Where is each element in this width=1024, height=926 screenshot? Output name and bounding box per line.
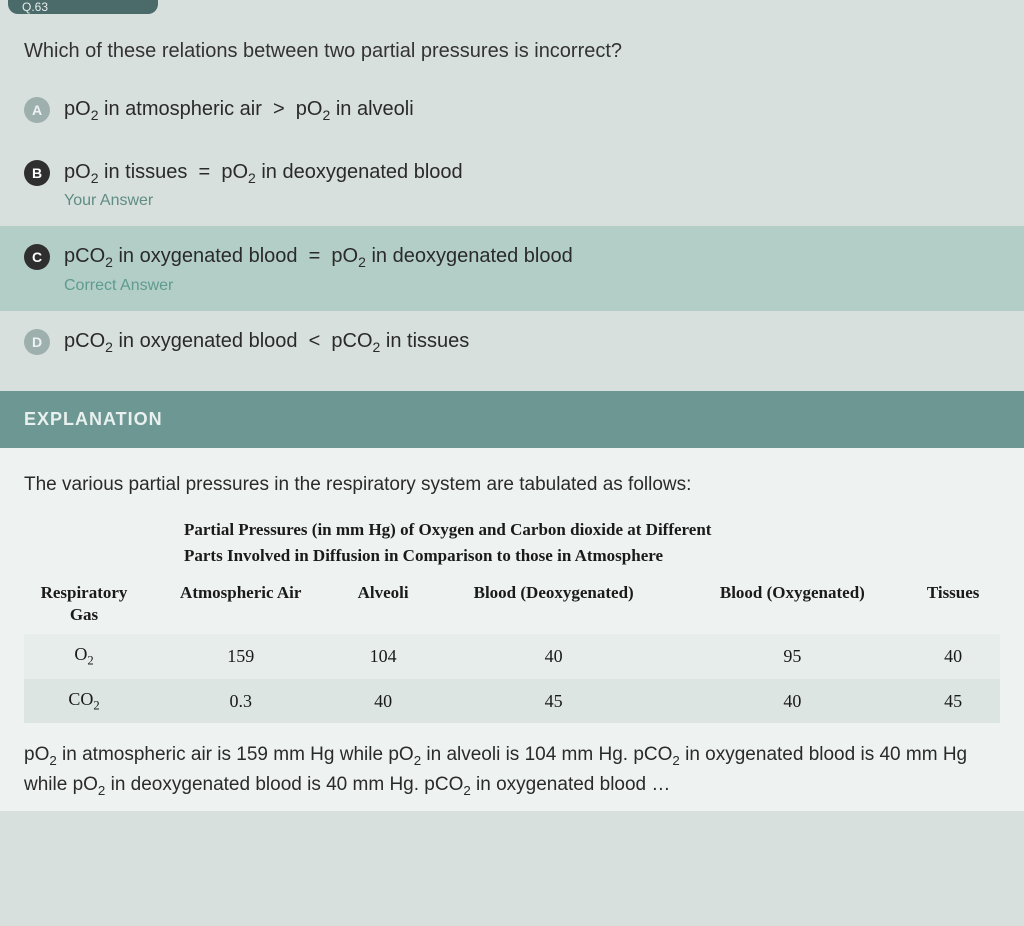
col-oxy: Blood (Oxygenated)	[678, 574, 906, 634]
table-row: CO2 0.3 40 45 40 45	[24, 679, 1000, 724]
cell: 159	[144, 634, 337, 679]
question-number-pill: Q.63	[8, 0, 158, 14]
col-alveoli: Alveoli	[337, 574, 428, 634]
cell: 104	[337, 634, 428, 679]
cell: 0.3	[144, 679, 337, 724]
table-header-row: Respiratory Gas Atmospheric Air Alveoli …	[24, 574, 1000, 634]
cell: 40	[429, 634, 679, 679]
cell: 40	[678, 679, 906, 724]
correct-answer-label: Correct Answer	[64, 277, 1000, 295]
explanation-header: EXPLANATION	[0, 391, 1024, 448]
option-c[interactable]: C pCO2 in oxygenated blood = pO2 in deox…	[0, 226, 1024, 311]
question-text: Which of these relations between two par…	[0, 14, 1024, 79]
your-answer-label: Your Answer	[64, 192, 1000, 210]
partial-pressures-table: Respiratory Gas Atmospheric Air Alveoli …	[24, 574, 1000, 723]
option-a-badge: A	[24, 97, 50, 123]
option-d-text: pCO2 in oxygenated blood < pCO2 in tissu…	[64, 327, 1000, 358]
cell-gas-co2: CO2	[24, 679, 144, 724]
col-gas: Respiratory Gas	[24, 574, 144, 634]
cell: 45	[906, 679, 1000, 724]
cell-gas-o2: O2	[24, 634, 144, 679]
option-c-badge: C	[24, 244, 50, 270]
option-d-badge: D	[24, 329, 50, 355]
table-row: O2 159 104 40 95 40	[24, 634, 1000, 679]
cell: 95	[678, 634, 906, 679]
question-number: Q.63	[22, 0, 48, 14]
col-deoxy: Blood (Deoxygenated)	[429, 574, 679, 634]
option-b-badge: B	[24, 160, 50, 186]
option-a-text: pO2 in atmospheric air > pO2 in alveoli	[64, 95, 1000, 126]
cell: 40	[906, 634, 1000, 679]
option-a[interactable]: A pO2 in atmospheric air > pO2 in alveol…	[0, 79, 1024, 142]
option-d[interactable]: D pCO2 in oxygenated blood < pCO2 in tis…	[0, 311, 1024, 374]
explanation-intro: The various partial pressures in the res…	[24, 474, 1000, 496]
table-title-line1: Partial Pressures (in mm Hg) of Oxygen a…	[24, 518, 1000, 544]
col-atm-air: Atmospheric Air	[144, 574, 337, 634]
option-b[interactable]: B pO2 in tissues = pO2 in deoxygenated b…	[0, 142, 1024, 227]
table-title-line2: Parts Involved in Diffusion in Compariso…	[24, 544, 1000, 570]
explanation-body: The various partial pressures in the res…	[0, 448, 1024, 810]
option-c-text: pCO2 in oxygenated blood = pO2 in deoxyg…	[64, 242, 1000, 273]
cell: 45	[429, 679, 679, 724]
option-b-text: pO2 in tissues = pO2 in deoxygenated blo…	[64, 158, 1000, 189]
explanation-text: pO2 in atmospheric air is 159 mm Hg whil…	[24, 741, 1000, 800]
col-tissues: Tissues	[906, 574, 1000, 634]
cell: 40	[337, 679, 428, 724]
